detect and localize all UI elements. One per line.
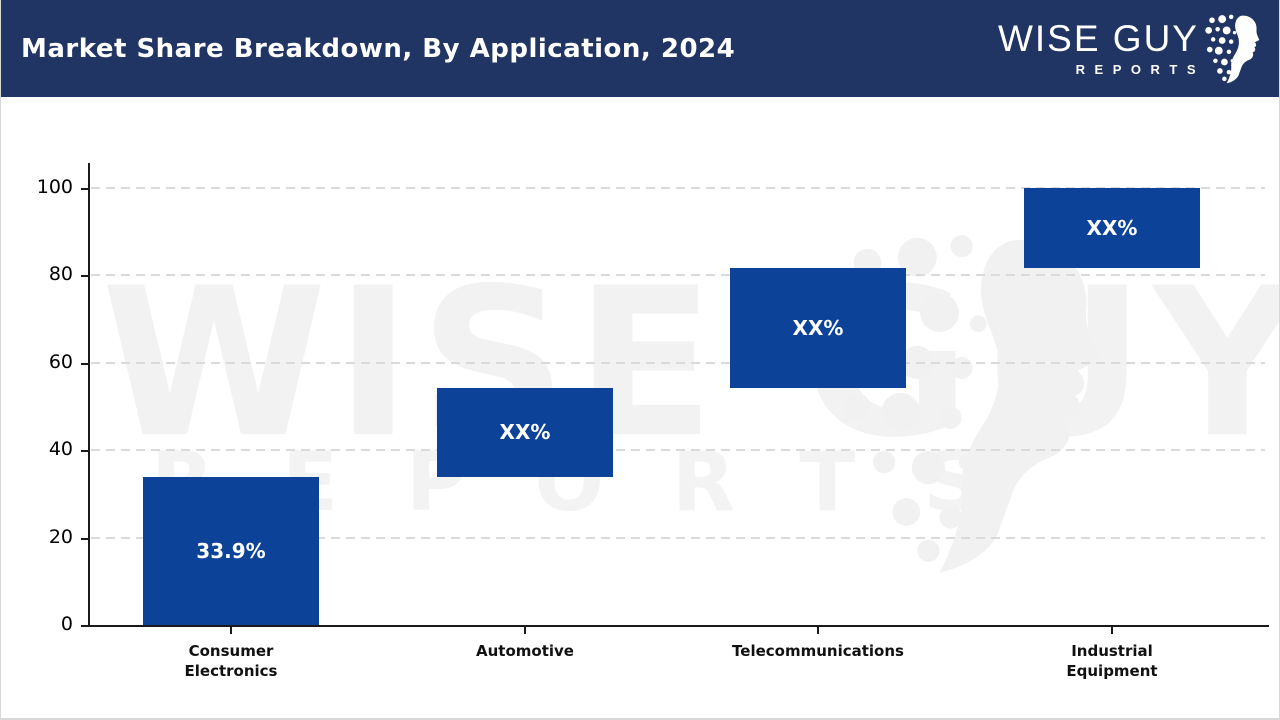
bar-value-label-industrial-equipment: XX% [1086,215,1138,240]
x-category-label-line: Telecommunications [732,642,904,660]
page-title: Market Share Breakdown, By Application, … [21,33,736,64]
header-bar: Market Share Breakdown, By Application, … [1,0,1279,97]
gridline-40 [91,449,1265,451]
logo-brand-text: WISE GUY [997,18,1199,59]
bar-value-label-automotive: XX% [499,420,551,445]
y-tick-mark-80 [81,275,88,277]
x-axis-line [88,625,1269,627]
bar-consumer-electronics: 33.9% [143,476,319,625]
y-tick-label-20: 20 [48,525,73,548]
y-tick-label-100: 100 [36,175,73,198]
gridline-20 [91,536,1265,539]
bar-industrial-equipment: XX% [1024,187,1200,268]
bar-automotive: XX% [437,387,613,477]
x-category-label-industrial-equipment: Industrial Equipment [992,641,1232,681]
x-category-label-automotive: Automotive [405,641,645,661]
y-tick-label-0: 0 [60,613,73,635]
x-category-label-line: Electronics [184,662,278,680]
x-category-label-line: Consumer [188,642,274,660]
x-category-label-line: Equipment [1066,662,1158,680]
wiseguy-logo: WISE GUY REPORTS [998,11,1265,87]
y-tick-mark-40 [81,450,88,452]
x-tick-mark-automotive [524,627,526,634]
y-tick-label-40: 40 [48,438,73,460]
x-category-label-line: Industrial [1071,642,1153,660]
x-category-label-line: Automotive [476,642,574,660]
bar-value-label-telecommunications: XX% [792,315,844,340]
x-tick-mark-consumer-electronics [230,627,232,634]
y-tick-mark-60 [81,362,88,365]
y-tick-label-60: 60 [48,350,73,373]
logo-sub-text: REPORTS [1075,62,1205,77]
y-tick-mark-100 [81,187,88,190]
wiseguy-face-icon [1205,14,1260,83]
y-axis-line [88,163,90,627]
bar-telecommunications: XX% [730,268,906,388]
gridline-60 [91,361,1265,364]
x-category-label-consumer-electronics: Consumer Electronics [111,641,351,681]
y-tick-mark-20 [81,537,88,540]
x-tick-mark-industrial-equipment [1111,627,1113,634]
y-tick-mark-0 [81,625,88,627]
gridline-80 [91,274,1265,276]
bar-value-label-consumer-electronics: 33.9% [196,538,266,563]
y-tick-label-80: 80 [48,263,73,285]
logo-text: WISE GUY REPORTS [998,20,1199,77]
gridline-100 [91,186,1265,189]
x-category-label-telecommunications: Telecommunications [698,641,938,661]
x-tick-mark-telecommunications [817,627,819,634]
